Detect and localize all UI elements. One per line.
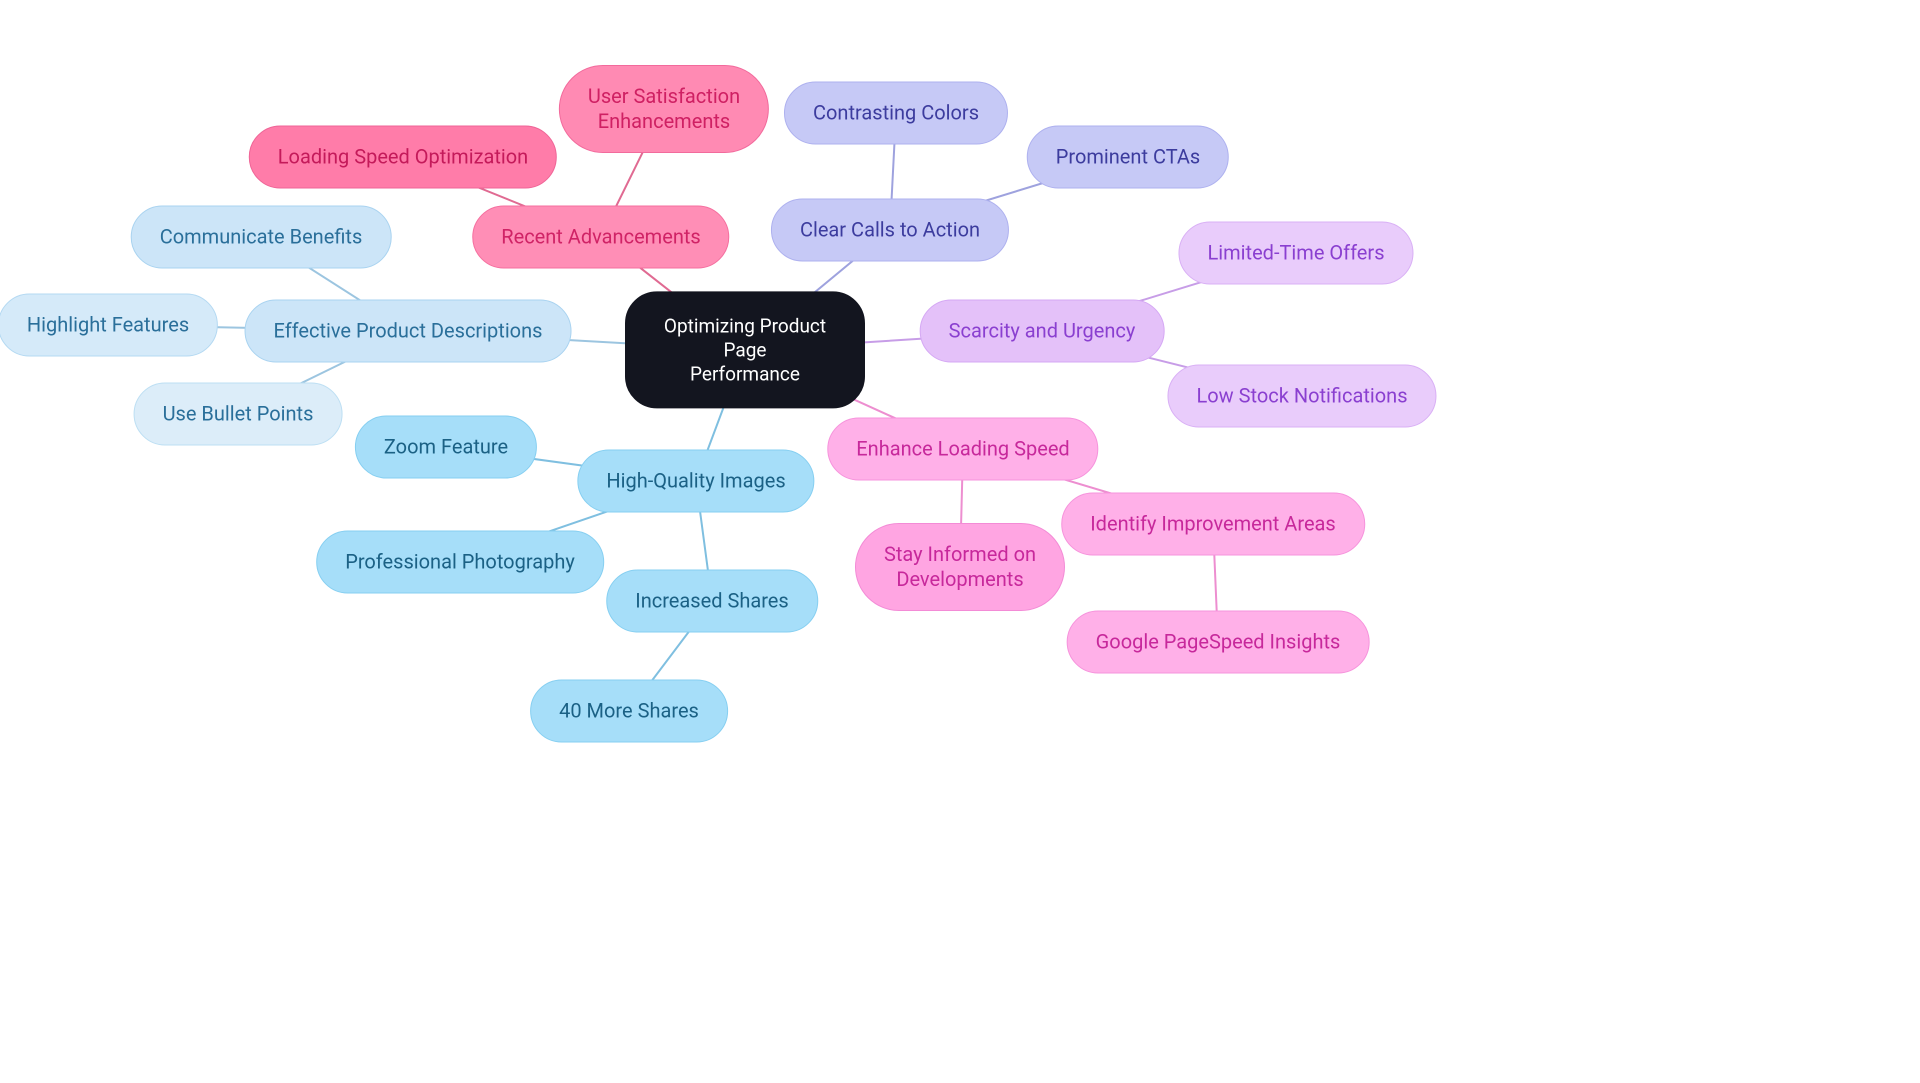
node-label: Professional Photography	[345, 550, 575, 575]
mindmap-node-desc: Effective Product Descriptions	[245, 300, 572, 363]
mindmap-node-rec-load: Loading Speed Optimization	[249, 126, 557, 189]
mindmap-node-recent: Recent Advancements	[472, 206, 729, 269]
node-label: Scarcity and Urgency	[949, 319, 1136, 344]
mindmap-node-speed: Enhance Loading Speed	[827, 418, 1098, 481]
mindmap-node-sp-gps: Google PageSpeed Insights	[1067, 611, 1370, 674]
node-label: Limited-Time Offers	[1207, 241, 1384, 266]
node-label: Recent Advancements	[501, 225, 700, 250]
node-label: Zoom Feature	[384, 435, 508, 460]
mindmap-node-desc-ben: Communicate Benefits	[131, 206, 392, 269]
mindmap-node-sc-lim: Limited-Time Offers	[1178, 222, 1413, 285]
node-label: Increased Shares	[635, 589, 789, 614]
mindmap-node-img-zoom: Zoom Feature	[355, 416, 537, 479]
node-label: High-Quality Images	[606, 469, 785, 494]
node-label: User Satisfaction Enhancements	[588, 84, 740, 134]
node-label: Contrasting Colors	[813, 101, 979, 126]
mindmap-node-sp-stay: Stay Informed on Developments	[855, 523, 1065, 611]
node-label: Communicate Benefits	[160, 225, 363, 250]
node-label: Identify Improvement Areas	[1090, 512, 1336, 537]
mindmap-node-cta-prom: Prominent CTAs	[1027, 126, 1229, 189]
mindmap-node-cta-col: Contrasting Colors	[784, 82, 1008, 145]
node-label: Clear Calls to Action	[800, 218, 980, 243]
mindmap-node-images: High-Quality Images	[577, 450, 814, 513]
mindmap-node-sp-imp: Identify Improvement Areas	[1061, 493, 1365, 556]
mindmap-node-desc-hi: Highlight Features	[0, 294, 218, 357]
mindmap-node-img-prof: Professional Photography	[316, 531, 604, 594]
mindmap-node-root: Optimizing Product Page Performance	[625, 291, 865, 408]
node-label: Use Bullet Points	[163, 402, 314, 427]
mindmap-node-cta: Clear Calls to Action	[771, 199, 1009, 262]
mindmap-node-rec-sat: User Satisfaction Enhancements	[559, 65, 769, 153]
node-label: Optimizing Product Page Performance	[656, 314, 834, 385]
mindmap-node-img-40: 40 More Shares	[530, 680, 728, 743]
node-label: Google PageSpeed Insights	[1096, 630, 1341, 655]
node-label: Loading Speed Optimization	[278, 145, 528, 170]
node-label: Effective Product Descriptions	[274, 319, 543, 344]
node-label: Stay Informed on Developments	[884, 542, 1036, 592]
mindmap-node-img-shr: Increased Shares	[606, 570, 818, 633]
node-label: Enhance Loading Speed	[856, 437, 1069, 462]
mindmap-node-desc-bul: Use Bullet Points	[134, 383, 343, 446]
mindmap-node-scarcity: Scarcity and Urgency	[920, 300, 1165, 363]
node-label: 40 More Shares	[559, 699, 699, 724]
node-label: Low Stock Notifications	[1196, 384, 1407, 409]
node-label: Prominent CTAs	[1056, 145, 1200, 170]
mindmap-node-sc-low: Low Stock Notifications	[1167, 365, 1436, 428]
node-label: Highlight Features	[27, 313, 189, 338]
